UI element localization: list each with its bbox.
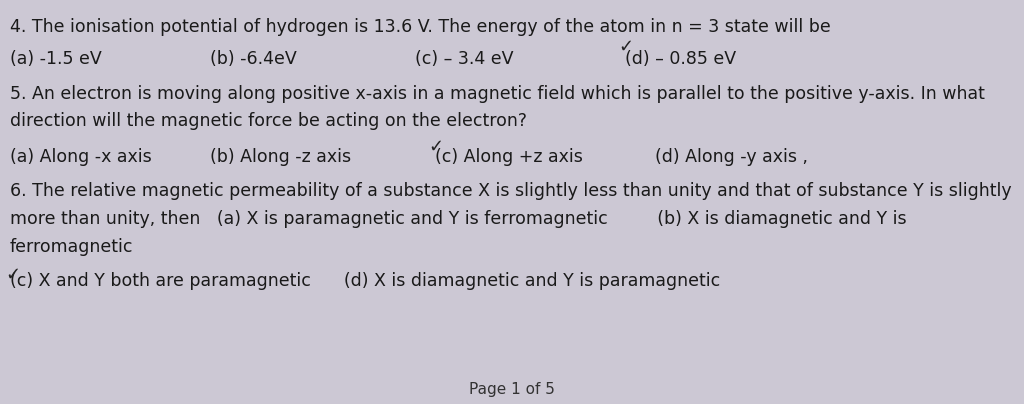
- Text: ferromagnetic: ferromagnetic: [10, 238, 133, 256]
- Text: (c) Along +z axis: (c) Along +z axis: [435, 148, 583, 166]
- Text: (d) – 0.85 eV: (d) – 0.85 eV: [625, 50, 736, 68]
- Text: Page 1 of 5: Page 1 of 5: [469, 382, 555, 397]
- Text: (a) -1.5 eV: (a) -1.5 eV: [10, 50, 101, 68]
- Text: 5. An electron is moving along positive x-axis in a magnetic field which is para: 5. An electron is moving along positive …: [10, 85, 985, 103]
- Text: 4. The ionisation potential of hydrogen is 13.6 V. The energy of the atom in n =: 4. The ionisation potential of hydrogen …: [10, 18, 830, 36]
- Text: (c) – 3.4 eV: (c) – 3.4 eV: [415, 50, 513, 68]
- Text: (b) Along -z axis: (b) Along -z axis: [210, 148, 351, 166]
- Text: ✓: ✓: [618, 38, 633, 56]
- Text: ✓: ✓: [428, 138, 443, 156]
- Text: more than unity, then   (a) X is paramagnetic and Y is ferromagnetic         (b): more than unity, then (a) X is paramagne…: [10, 210, 906, 228]
- Text: (a) Along -x axis: (a) Along -x axis: [10, 148, 152, 166]
- Text: (c) X and Y both are paramagnetic      (d) X is diamagnetic and Y is paramagneti: (c) X and Y both are paramagnetic (d) X …: [10, 272, 720, 290]
- Text: direction will the magnetic force be acting on the electron?: direction will the magnetic force be act…: [10, 112, 527, 130]
- Text: 6. The relative magnetic permeability of a substance X is slightly less than uni: 6. The relative magnetic permeability of…: [10, 182, 1012, 200]
- Text: ✓: ✓: [5, 266, 20, 284]
- Text: (d) Along -y axis ,: (d) Along -y axis ,: [655, 148, 808, 166]
- Text: (b) -6.4eV: (b) -6.4eV: [210, 50, 297, 68]
